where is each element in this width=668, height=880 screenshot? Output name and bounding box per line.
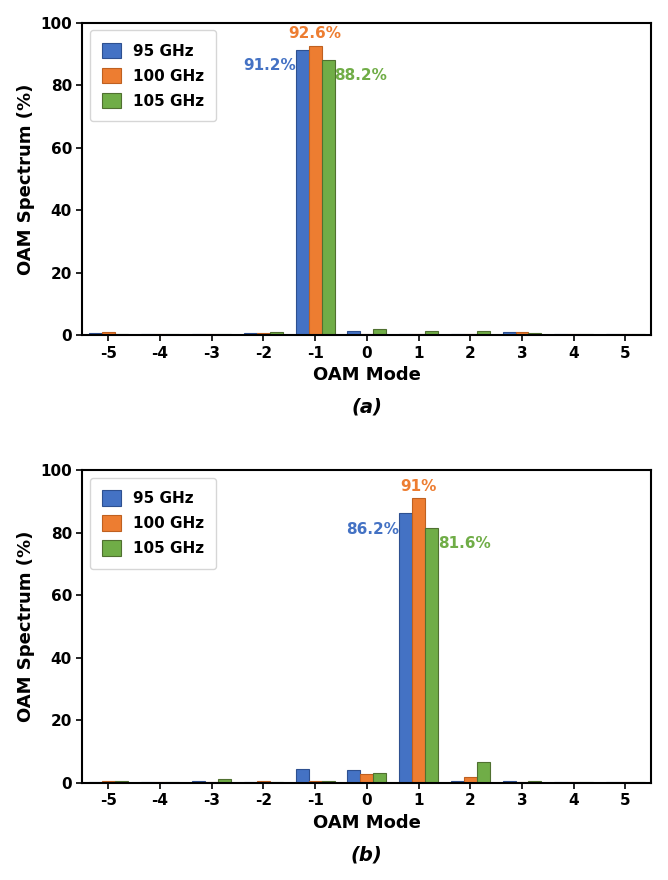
Bar [477, 762, 490, 782]
Bar [296, 768, 309, 782]
Bar [502, 781, 516, 782]
Y-axis label: OAM Spectrum (%): OAM Spectrum (%) [17, 531, 35, 722]
X-axis label: OAM Mode: OAM Mode [313, 366, 421, 384]
Bar [516, 781, 528, 782]
Bar [502, 332, 516, 335]
Bar [244, 333, 257, 335]
Bar [218, 334, 231, 335]
Bar [347, 332, 361, 335]
Y-axis label: OAM Spectrum (%): OAM Spectrum (%) [17, 84, 35, 275]
Bar [309, 781, 321, 782]
Bar [205, 334, 218, 335]
Bar [205, 781, 218, 782]
Bar [257, 333, 270, 335]
Bar [309, 46, 321, 335]
Bar [464, 777, 477, 782]
Bar [477, 332, 490, 335]
Bar [373, 329, 386, 335]
Bar [399, 334, 412, 335]
Bar [451, 334, 464, 335]
Bar [102, 332, 115, 335]
Bar [425, 528, 438, 782]
Bar [412, 498, 425, 782]
Bar [528, 333, 542, 335]
Text: 91.2%: 91.2% [243, 58, 296, 73]
Text: 92.6%: 92.6% [289, 26, 341, 41]
X-axis label: OAM Mode: OAM Mode [313, 814, 421, 832]
Bar [361, 334, 373, 335]
Bar [464, 334, 477, 335]
Text: 81.6%: 81.6% [438, 536, 490, 551]
Bar [321, 60, 335, 335]
Text: (b): (b) [351, 845, 383, 864]
Bar [347, 770, 361, 782]
Bar [516, 332, 528, 335]
Bar [451, 781, 464, 782]
Bar [102, 781, 115, 782]
Bar [321, 781, 335, 782]
Legend: 95 GHz, 100 GHz, 105 GHz: 95 GHz, 100 GHz, 105 GHz [90, 478, 216, 568]
Bar [270, 332, 283, 335]
Text: 91%: 91% [400, 479, 437, 494]
Bar [89, 781, 102, 782]
Text: (a): (a) [351, 398, 382, 416]
Bar [89, 333, 102, 335]
Bar [192, 781, 205, 782]
Bar [425, 332, 438, 335]
Text: 88.2%: 88.2% [334, 68, 387, 83]
Bar [257, 781, 270, 782]
Bar [554, 334, 567, 335]
Text: 86.2%: 86.2% [347, 522, 399, 537]
Bar [528, 781, 542, 782]
Bar [412, 334, 425, 335]
Bar [373, 773, 386, 782]
Bar [361, 774, 373, 782]
Bar [192, 334, 205, 335]
Bar [115, 781, 128, 782]
Bar [296, 50, 309, 335]
Legend: 95 GHz, 100 GHz, 105 GHz: 95 GHz, 100 GHz, 105 GHz [90, 30, 216, 121]
Bar [399, 513, 412, 782]
Bar [218, 779, 231, 782]
